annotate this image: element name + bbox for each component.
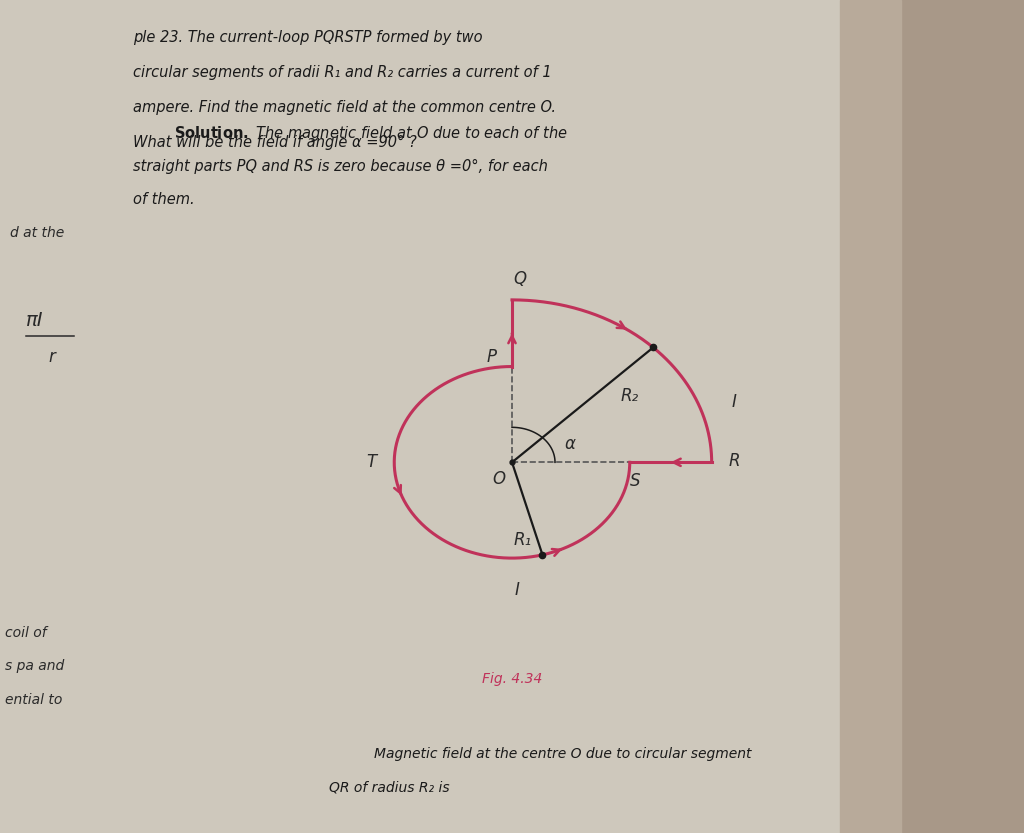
Bar	[901, 0, 1024, 833]
Text: d at the: d at the	[10, 227, 65, 240]
Text: $\mathbf{Solution.}$ The magnetic field at O due to each of the: $\mathbf{Solution.}$ The magnetic field …	[174, 124, 568, 142]
Text: r: r	[48, 347, 55, 366]
Text: s pa and: s pa and	[5, 660, 65, 673]
Text: R: R	[728, 451, 740, 470]
Text: ampere. Find the magnetic field at the common centre O.: ampere. Find the magnetic field at the c…	[133, 100, 556, 115]
Text: Fig. 4.34: Fig. 4.34	[482, 672, 542, 686]
Text: Q: Q	[514, 270, 526, 288]
Text: I: I	[732, 393, 736, 412]
Text: coil of: coil of	[5, 626, 47, 640]
Text: ential to: ential to	[5, 693, 62, 706]
Text: ple 23. The current-loop PQRSTP formed by two: ple 23. The current-loop PQRSTP formed b…	[133, 30, 482, 45]
Bar	[840, 0, 901, 833]
Text: What will be the field if angle α =90° ?: What will be the field if angle α =90° ?	[133, 135, 417, 150]
Text: I: I	[515, 581, 519, 599]
Text: P: P	[486, 347, 497, 366]
Text: α: α	[565, 435, 575, 453]
Text: S: S	[630, 471, 640, 490]
Text: straight parts PQ and RS is zero because θ =0°, for each: straight parts PQ and RS is zero because…	[133, 159, 548, 174]
Text: QR of radius R₂ is: QR of radius R₂ is	[329, 781, 450, 794]
Text: T: T	[367, 453, 377, 471]
Text: R₁: R₁	[513, 531, 531, 549]
Text: O: O	[493, 470, 505, 488]
Text: R₂: R₂	[621, 387, 639, 405]
Text: Magnetic field at the centre O due to circular segment: Magnetic field at the centre O due to ci…	[375, 747, 752, 761]
Text: πI: πI	[26, 312, 43, 330]
Text: circular segments of radii R₁ and R₂ carries a current of 1: circular segments of radii R₁ and R₂ car…	[133, 65, 552, 80]
Text: of them.: of them.	[133, 192, 195, 207]
